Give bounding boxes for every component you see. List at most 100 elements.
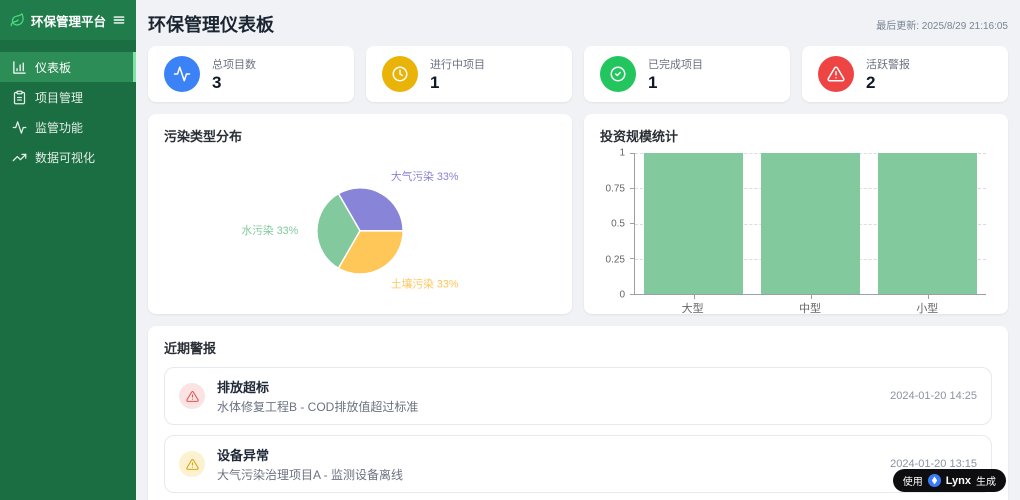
x-axis-tick: [810, 294, 812, 299]
menu-toggle-button[interactable]: [112, 13, 126, 27]
pie-slice-label: 土壤污染 33%: [391, 277, 459, 290]
lynx-generator-badge[interactable]: 使用 Lynx 生成: [892, 469, 1006, 492]
alert-timestamp: 2024-01-20 14:25: [890, 390, 977, 402]
stat-icon-circle: [600, 56, 636, 92]
badge-brand: Lynx: [945, 474, 971, 487]
badge-suffix: 生成: [976, 477, 996, 488]
y-axis-tick: [630, 187, 635, 189]
sidebar-item-dashboard[interactable]: 仪表板: [0, 52, 136, 82]
leaf-logo-icon: [10, 13, 24, 27]
x-axis-tick-label: 小型: [916, 303, 939, 315]
alert-description: 水体修复工程B - COD排放值超过标准: [217, 400, 419, 414]
bar-slot: [752, 153, 869, 294]
alert-title: 排放超标: [217, 380, 270, 395]
stat-value: 2: [866, 72, 876, 92]
bar-chart-plot: [630, 152, 986, 299]
trending-up-icon: [12, 153, 27, 161]
alert-triangle-icon: [827, 66, 845, 82]
bar-slot: [635, 153, 752, 294]
stat-value: 1: [430, 72, 440, 92]
sidebar-item-label: 监管功能: [35, 120, 84, 135]
alert-row-1[interactable]: 设备异常大气污染治理项目A - 监测设备离线 2024-01-20 13:15: [164, 435, 992, 493]
y-axis-tick-label: 1: [619, 147, 625, 159]
sidebar-item-projects[interactable]: 项目管理: [0, 82, 136, 112]
pie-chart: 大气污染 33% 水污染 33% 土壤污染 33%: [164, 147, 556, 307]
stat-card-1: 进行中项目 1: [366, 46, 572, 102]
alert-row-0[interactable]: 排放超标水体修复工程B - COD排放值超过标准 2024-01-20 14:25: [164, 367, 992, 425]
bar-slot: [869, 153, 986, 294]
pie-slice-label: 大气污染 33%: [391, 170, 459, 183]
bar-大型: [644, 153, 743, 294]
stat-icon-circle: [164, 56, 200, 92]
alert-timestamp: 2024-01-20 13:15: [890, 458, 977, 470]
alerts-list: 排放超标水体修复工程B - COD排放值超过标准 2024-01-20 14:25…: [164, 367, 992, 493]
stat-label: 进行中项目: [430, 58, 485, 71]
last-updated-text: 最后更新: 2025/8/29 21:16:05: [876, 20, 1008, 32]
sidebar-item-label: 仪表板: [35, 60, 72, 75]
stat-icon-circle: [818, 56, 854, 92]
page-title: 环保管理仪表板: [148, 15, 274, 35]
pie-slice: [316, 192, 361, 270]
x-axis-tick-label: 中型: [798, 303, 821, 315]
pie-chart-title: 污染类型分布: [164, 129, 243, 144]
alert-triangle-icon: [185, 458, 199, 470]
stat-card-3: 活跃警报 2: [802, 46, 1008, 102]
alert-triangle-icon: [185, 390, 199, 402]
y-axis-tick-label: 0.25: [605, 254, 625, 265]
clipboard-icon: [13, 90, 26, 104]
topbar: 环保管理仪表板 最后更新: 2025/8/29 21:16:05: [148, 10, 1008, 38]
stat-card-0: 总项目数 3: [148, 46, 354, 102]
pie-chart-card: 污染类型分布 大气污染 33% 水污染 33% 土壤污染 33%: [148, 114, 572, 314]
sidebar-item-label: 数据可视化: [35, 150, 96, 165]
y-axis-tick: [630, 258, 635, 260]
sidebar: 环保管理平台 仪表板项目管理监管功能数据可视化: [0, 0, 136, 500]
active-indicator: [133, 52, 136, 82]
stat-card-2: 已完成项目 1: [584, 46, 790, 102]
x-axis-tick: [693, 294, 695, 299]
stat-label: 总项目数: [212, 58, 256, 71]
bar-chart-x-axis: 大型 中型 小型: [634, 295, 992, 316]
y-axis-tick-label: 0.5: [611, 218, 625, 230]
x-axis-tick-label: 大型: [681, 303, 704, 315]
brand-title: 环保管理平台: [30, 14, 106, 29]
sidebar-item-visualization[interactable]: 数据可视化: [0, 142, 136, 172]
pie-slice-label: 水污染 33%: [241, 224, 298, 237]
sidebar-item-supervision[interactable]: 监管功能: [0, 112, 136, 142]
sidebar-header: 环保管理平台: [0, 0, 136, 40]
alert-icon-circle: [179, 383, 205, 409]
sidebar-nav: 仪表板项目管理监管功能数据可视化: [0, 52, 136, 172]
bars-container: [635, 153, 986, 294]
sidebar-item-label: 项目管理: [35, 90, 84, 105]
check-circle-icon: [610, 66, 626, 82]
bar-chart-y-axis: 0 0.25 0.5 0.75 1: [600, 148, 634, 301]
stat-label: 活跃警报: [866, 58, 910, 71]
stat-label: 已完成项目: [648, 58, 703, 71]
activity-icon: [12, 120, 27, 134]
alert-title: 设备异常: [217, 448, 270, 463]
activity-icon: [173, 66, 191, 82]
alert-description: 大气污染治理项目A - 监测设备离线: [217, 468, 404, 482]
pie-slice: [337, 230, 404, 275]
clock-icon: [392, 66, 408, 82]
bar-chart-icon: [13, 60, 26, 74]
x-axis-tick: [927, 294, 929, 299]
badge-prefix: 使用: [902, 477, 923, 488]
hamburger-icon: [113, 16, 125, 24]
stats-row: 总项目数 3 进行中项目 1 已完成项目 1 活跃警报 2: [148, 46, 1008, 102]
pie-chart-svg: 大气污染 33% 水污染 33% 土壤污染 33%: [241, 170, 459, 290]
alerts-title: 近期警报: [164, 341, 217, 356]
bar-小型: [878, 153, 977, 294]
y-axis-tick: [630, 223, 635, 224]
bar-中型: [761, 153, 860, 294]
y-axis-tick-label: 0.75: [605, 183, 625, 194]
y-axis-tick: [630, 152, 635, 154]
y-axis-tick: [630, 293, 635, 295]
y-axis-tick-label: 0: [619, 289, 625, 301]
main-content: 环保管理仪表板 最后更新: 2025/8/29 21:16:05 总项目数 3 进行…: [136, 0, 1020, 500]
alert-icon-circle: [179, 451, 205, 477]
bar-chart-title: 投资规模统计: [600, 129, 679, 144]
lynx-logo-icon: [927, 474, 941, 487]
stat-value: 3: [212, 72, 222, 92]
